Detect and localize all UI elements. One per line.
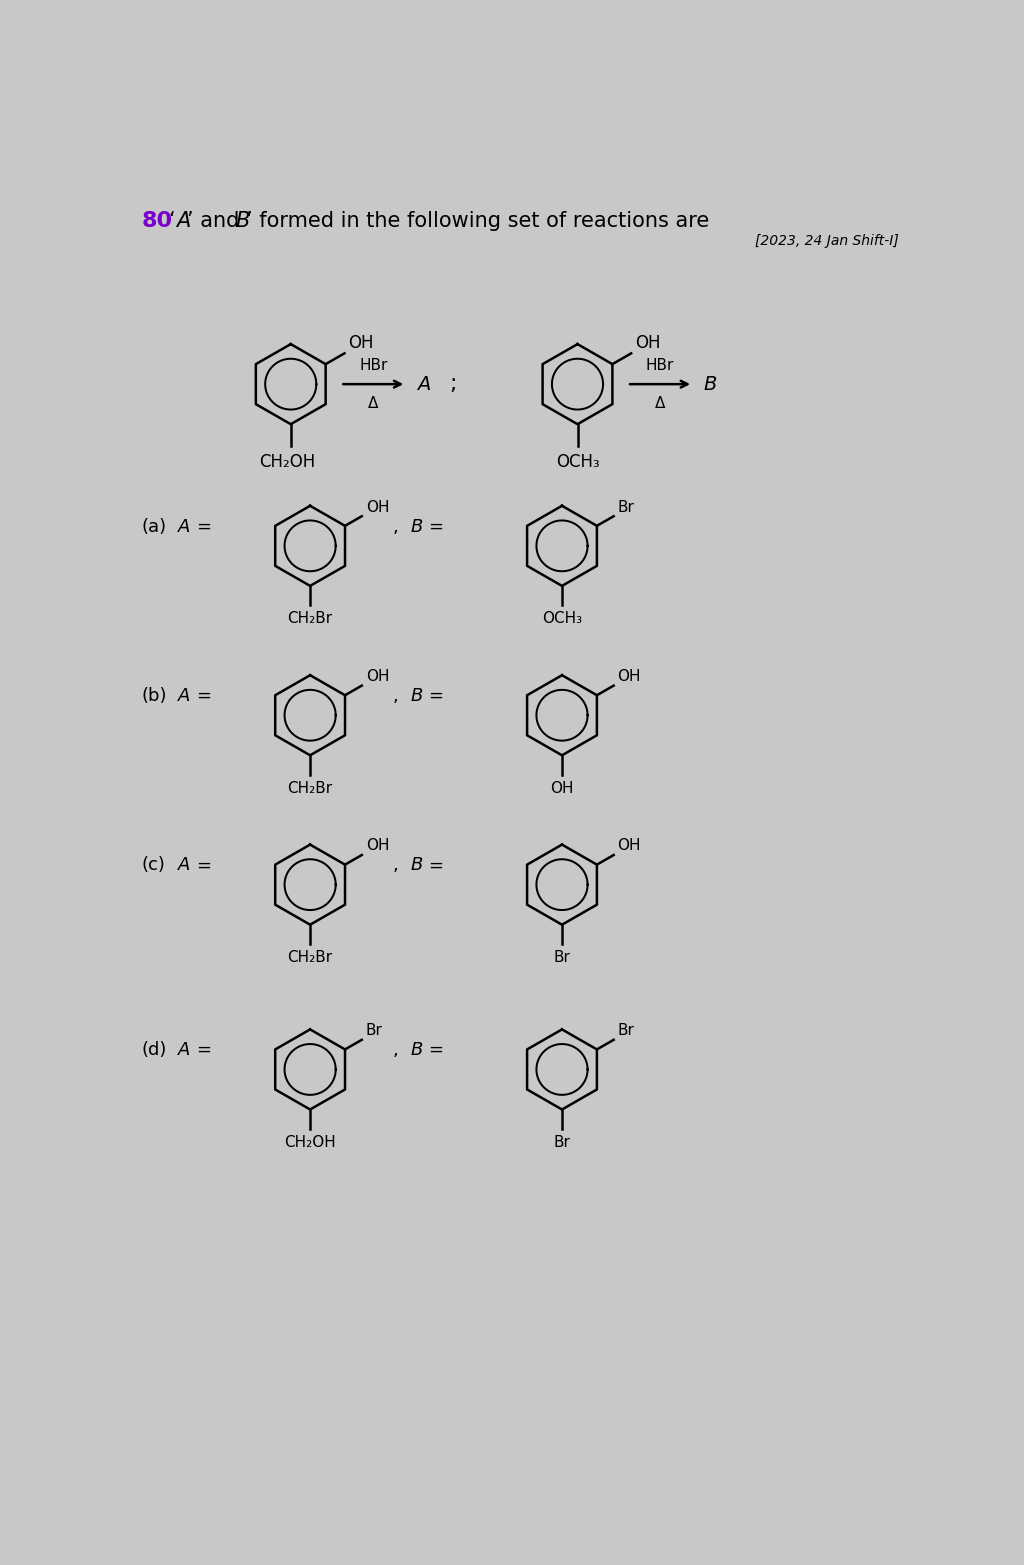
Text: Br: Br xyxy=(554,1135,570,1150)
Text: ’ formed in the following set of reactions are: ’ formed in the following set of reactio… xyxy=(246,211,709,232)
Text: Br: Br xyxy=(617,1024,635,1038)
Text: A: A xyxy=(178,687,190,704)
Text: B: B xyxy=(410,856,423,875)
Text: B: B xyxy=(410,687,423,704)
Text: =: = xyxy=(197,518,211,535)
Text: A: A xyxy=(176,211,190,232)
Text: 80: 80 xyxy=(142,211,173,232)
Text: A: A xyxy=(417,374,430,394)
Text: ,: , xyxy=(393,687,404,704)
Text: (c): (c) xyxy=(142,856,166,875)
Text: =: = xyxy=(428,856,443,875)
Text: =: = xyxy=(197,1041,211,1060)
Text: (a): (a) xyxy=(142,518,167,535)
Text: ,: , xyxy=(393,856,404,875)
Text: OH: OH xyxy=(366,839,389,853)
Text: Br: Br xyxy=(366,1024,383,1038)
Text: A: A xyxy=(178,1041,190,1060)
Text: ,: , xyxy=(393,518,404,535)
Text: Br: Br xyxy=(554,950,570,966)
Text: OH: OH xyxy=(366,499,389,515)
Text: OCH₃: OCH₃ xyxy=(556,454,599,471)
Text: HBr: HBr xyxy=(646,357,674,372)
Text: ,: , xyxy=(393,1041,404,1060)
Text: Br: Br xyxy=(617,499,635,515)
Text: B: B xyxy=(703,374,717,394)
Text: CH₂Br: CH₂Br xyxy=(288,612,333,626)
Text: CH₂Br: CH₂Br xyxy=(288,950,333,966)
Text: OH: OH xyxy=(617,670,641,684)
Text: OH: OH xyxy=(366,670,389,684)
Text: =: = xyxy=(428,518,443,535)
Text: [2023, 24 Jan Shift-I]: [2023, 24 Jan Shift-I] xyxy=(756,235,899,247)
Text: Δ: Δ xyxy=(655,396,666,410)
Text: OH: OH xyxy=(550,781,573,795)
Text: OH: OH xyxy=(635,333,660,352)
Text: B: B xyxy=(410,1041,423,1060)
Text: Δ: Δ xyxy=(368,396,379,410)
Text: ‘: ‘ xyxy=(168,211,175,232)
Text: OH: OH xyxy=(348,333,374,352)
Text: CH₂Br: CH₂Br xyxy=(288,781,333,795)
Text: B: B xyxy=(234,211,249,232)
Text: ’ and ‘: ’ and ‘ xyxy=(187,211,253,232)
Text: HBr: HBr xyxy=(359,357,387,372)
Text: OH: OH xyxy=(617,839,641,853)
Text: =: = xyxy=(197,856,211,875)
Text: =: = xyxy=(197,687,211,704)
Text: OCH₃: OCH₃ xyxy=(542,612,582,626)
Text: A: A xyxy=(178,856,190,875)
Text: A: A xyxy=(178,518,190,535)
Text: CH₂OH: CH₂OH xyxy=(259,454,315,471)
Text: B: B xyxy=(410,518,423,535)
Text: (d): (d) xyxy=(142,1041,167,1060)
Text: CH₂OH: CH₂OH xyxy=(285,1135,336,1150)
Text: =: = xyxy=(428,687,443,704)
Text: (b): (b) xyxy=(142,687,168,704)
Text: ;: ; xyxy=(449,374,457,394)
Text: =: = xyxy=(428,1041,443,1060)
